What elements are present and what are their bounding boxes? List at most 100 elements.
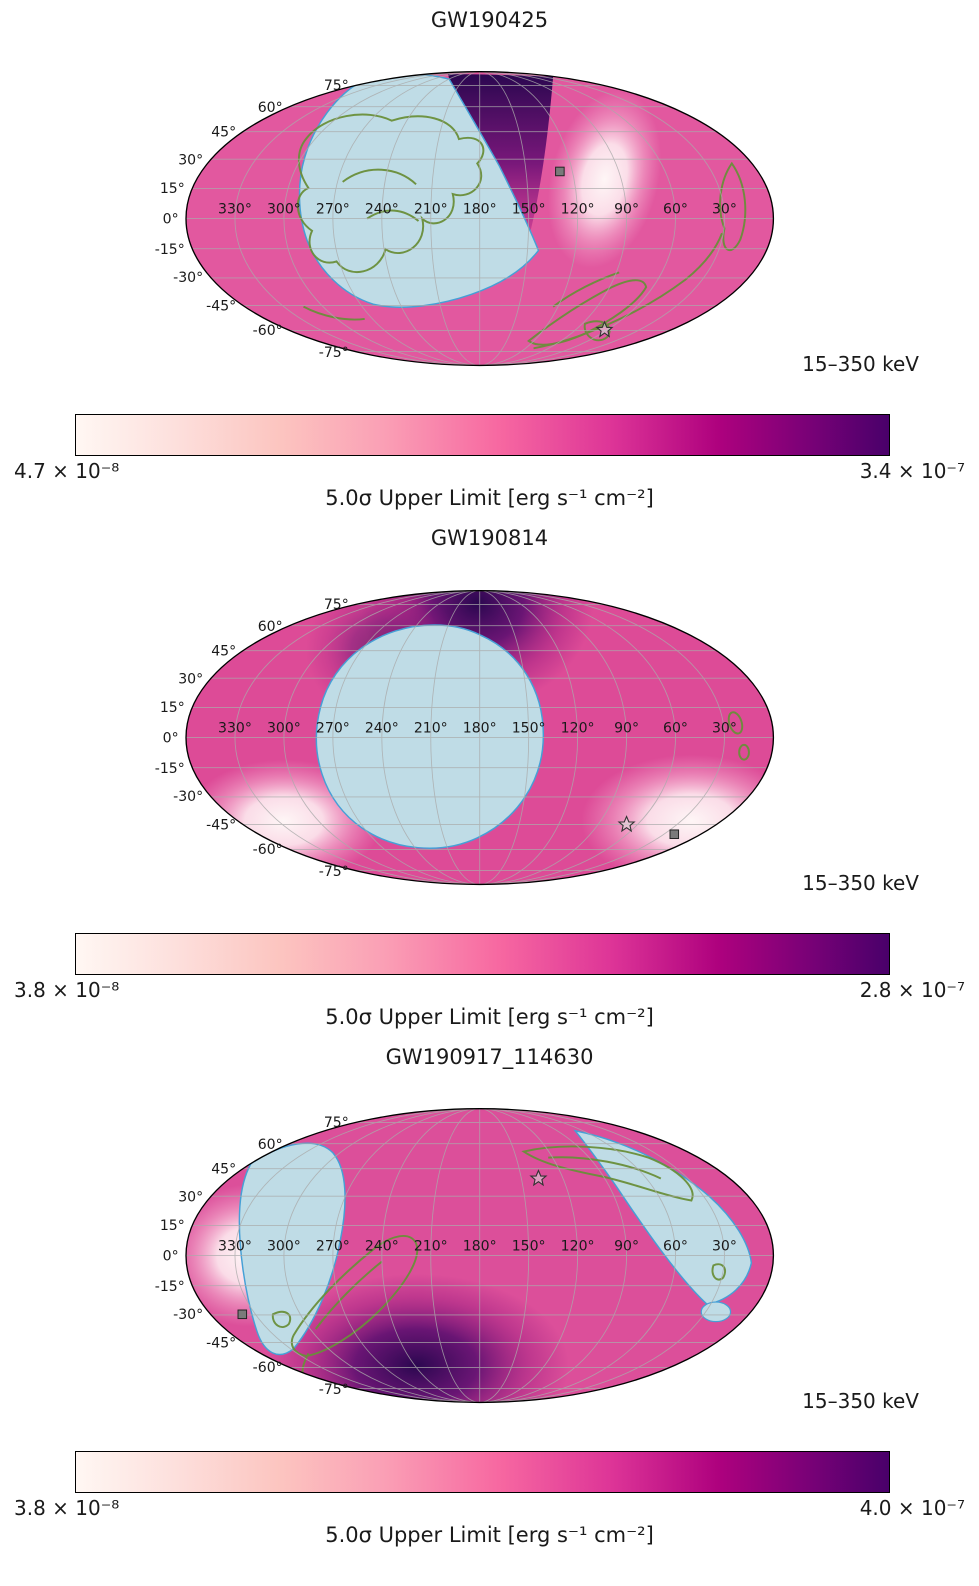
colorbar-range: 4.7 × 10⁻⁸ 3.4 × 10⁻⁷ <box>0 459 979 483</box>
lon-tick-label: 210° <box>414 202 448 218</box>
lat-tick-label: -30° <box>173 789 203 805</box>
skymap-container: 75° 60° 45° 30° 15° 0° -15° -30° -45° -6… <box>0 1072 979 1439</box>
map-outline <box>185 71 775 367</box>
axis-ticks: 75° 60° 45° 30° 15° 0° -15° -30° -45° -6… <box>155 1115 737 1398</box>
lon-tick-label: 30° <box>712 1238 737 1254</box>
axis-ticks: 75° 60° 45° 30° 15° 0° -15° -30° -45° -6… <box>155 78 737 361</box>
lon-tick-label: 60° <box>663 1238 688 1254</box>
lat-tick-label: -15° <box>155 242 185 258</box>
lat-tick-label: -15° <box>155 761 185 777</box>
colorbar-caption: 5.0σ Upper Limit [erg s⁻¹ cm⁻²] <box>325 486 654 511</box>
gw-localization-contours <box>271 1145 726 1376</box>
lon-tick-label: 240° <box>365 202 399 218</box>
lat-tick-label: -15° <box>155 1279 185 1295</box>
lat-tick-label: 30° <box>178 153 203 169</box>
colorbar-gradient <box>75 414 890 457</box>
lat-tick-label: 45° <box>211 125 236 141</box>
lat-tick-label: 0° <box>163 1248 179 1264</box>
lat-tick-label: -60° <box>253 1360 283 1376</box>
lon-tick-label: 90° <box>614 720 639 736</box>
lat-tick-label: -45° <box>206 299 236 315</box>
lat-tick-label: -45° <box>206 1335 236 1351</box>
skymap-gw190917: 75° 60° 45° 30° 15° 0° -15° -30° -45° -6… <box>155 1107 775 1403</box>
colorbar-gradient <box>75 932 890 975</box>
map-title: GW190425 <box>430 8 549 32</box>
lon-tick-label: 270° <box>316 720 350 736</box>
lat-tick-label: 15° <box>160 181 185 197</box>
energy-band-label: 15–350 keV <box>802 1388 919 1413</box>
square-marker <box>237 1309 248 1319</box>
lat-tick-label: 30° <box>178 1190 203 1206</box>
map-outline <box>185 1107 775 1403</box>
colorbar-container <box>75 414 890 457</box>
lat-tick-label: -75° <box>319 1382 349 1398</box>
lat-tick-label: 0° <box>163 212 179 228</box>
lon-tick-label: 300° <box>267 720 301 736</box>
lat-tick-label: 75° <box>324 597 349 613</box>
skymap-container: 75° 60° 45° 30° 15° 0° -15° -30° -45° -6… <box>0 554 979 921</box>
lat-tick-label: 15° <box>160 699 185 715</box>
map-title: GW190917_114630 <box>385 1044 594 1069</box>
lon-tick-label: 30° <box>712 202 737 218</box>
skymap-gw190814: 75° 60° 45° 30° 15° 0° -15° -30° -45° -6… <box>155 589 775 885</box>
lon-tick-label: 240° <box>365 1238 399 1254</box>
colorbar-min-label: 3.8 × 10⁻⁸ <box>14 1495 120 1520</box>
lon-tick-label: 120° <box>561 1238 595 1254</box>
panel-gw190917: GW190917_114630 <box>0 1045 979 1547</box>
colorbar-gradient <box>75 1450 890 1493</box>
lon-tick-label: 120° <box>561 202 595 218</box>
colorbar-range: 3.8 × 10⁻⁸ 4.0 × 10⁻⁷ <box>0 1496 979 1520</box>
lon-tick-label: 150° <box>512 720 546 736</box>
colorbar-caption: 5.0σ Upper Limit [erg s⁻¹ cm⁻²] <box>325 1522 654 1547</box>
colorbar-range: 3.8 × 10⁻⁸ 2.8 × 10⁻⁷ <box>0 978 979 1002</box>
lat-tick-label: -75° <box>319 863 349 879</box>
lat-tick-label: 15° <box>160 1218 185 1234</box>
occulted-region <box>315 623 545 849</box>
lat-tick-label: 45° <box>211 643 236 659</box>
lat-tick-label: 30° <box>178 671 203 687</box>
colorbar-max-label: 4.0 × 10⁻⁷ <box>859 1495 965 1520</box>
lon-tick-label: 330° <box>218 720 252 736</box>
gw-localization-contours <box>727 710 750 761</box>
lat-tick-label: -30° <box>173 1307 203 1323</box>
lon-tick-label: 180° <box>463 1238 497 1254</box>
lon-tick-label: 330° <box>218 202 252 218</box>
lat-tick-label: 75° <box>324 1115 349 1131</box>
colorbar-container <box>75 932 890 975</box>
lat-tick-label: -60° <box>253 841 283 857</box>
colorbar-container <box>75 1450 890 1493</box>
lat-tick-label: -45° <box>206 817 236 833</box>
colorbar-caption: 5.0σ Upper Limit [erg s⁻¹ cm⁻²] <box>325 1004 654 1029</box>
lon-tick-label: 120° <box>561 720 595 736</box>
lon-tick-label: 240° <box>365 720 399 736</box>
lon-tick-label: 90° <box>614 202 639 218</box>
lon-tick-label: 270° <box>316 202 350 218</box>
lat-tick-label: -30° <box>173 270 203 286</box>
energy-band-label: 15–350 keV <box>802 352 919 377</box>
low-limit-bright-region <box>581 754 774 884</box>
high-limit-dark-region <box>263 1273 570 1403</box>
lon-tick-label: 150° <box>512 202 546 218</box>
lat-tick-label: 45° <box>211 1161 236 1177</box>
lon-tick-label: 210° <box>414 720 448 736</box>
lat-tick-label: 75° <box>324 78 349 94</box>
lon-tick-label: 210° <box>414 1238 448 1254</box>
colorbar-min-label: 3.8 × 10⁻⁸ <box>14 977 120 1002</box>
lat-tick-label: 0° <box>163 730 179 746</box>
panel-gw190425: GW190425 <box>0 8 979 510</box>
axis-ticks: 75° 60° 45° 30° 15° 0° -15° -30° -45° -6… <box>155 597 737 880</box>
skymap-gw190425: 75° 60° 45° 30° 15° 0° -15° -30° -45° -6… <box>155 71 775 367</box>
lon-tick-label: 180° <box>463 720 497 736</box>
skymap-container: 75° 60° 45° 30° 15° 0° -15° -30° -45° -6… <box>0 35 979 402</box>
lon-tick-label: 150° <box>512 1238 546 1254</box>
lon-tick-label: 300° <box>267 202 301 218</box>
lat-tick-label: 60° <box>258 1137 283 1153</box>
lat-tick-label: 60° <box>258 100 283 116</box>
square-marker <box>669 828 680 839</box>
lon-tick-label: 30° <box>712 720 737 736</box>
lat-tick-label: -75° <box>319 345 349 361</box>
panel-gw190814: GW190814 <box>0 526 979 1028</box>
colorbar-max-label: 3.4 × 10⁻⁷ <box>859 459 965 484</box>
map-title: GW190814 <box>430 526 549 551</box>
lat-tick-label: -60° <box>253 323 283 339</box>
